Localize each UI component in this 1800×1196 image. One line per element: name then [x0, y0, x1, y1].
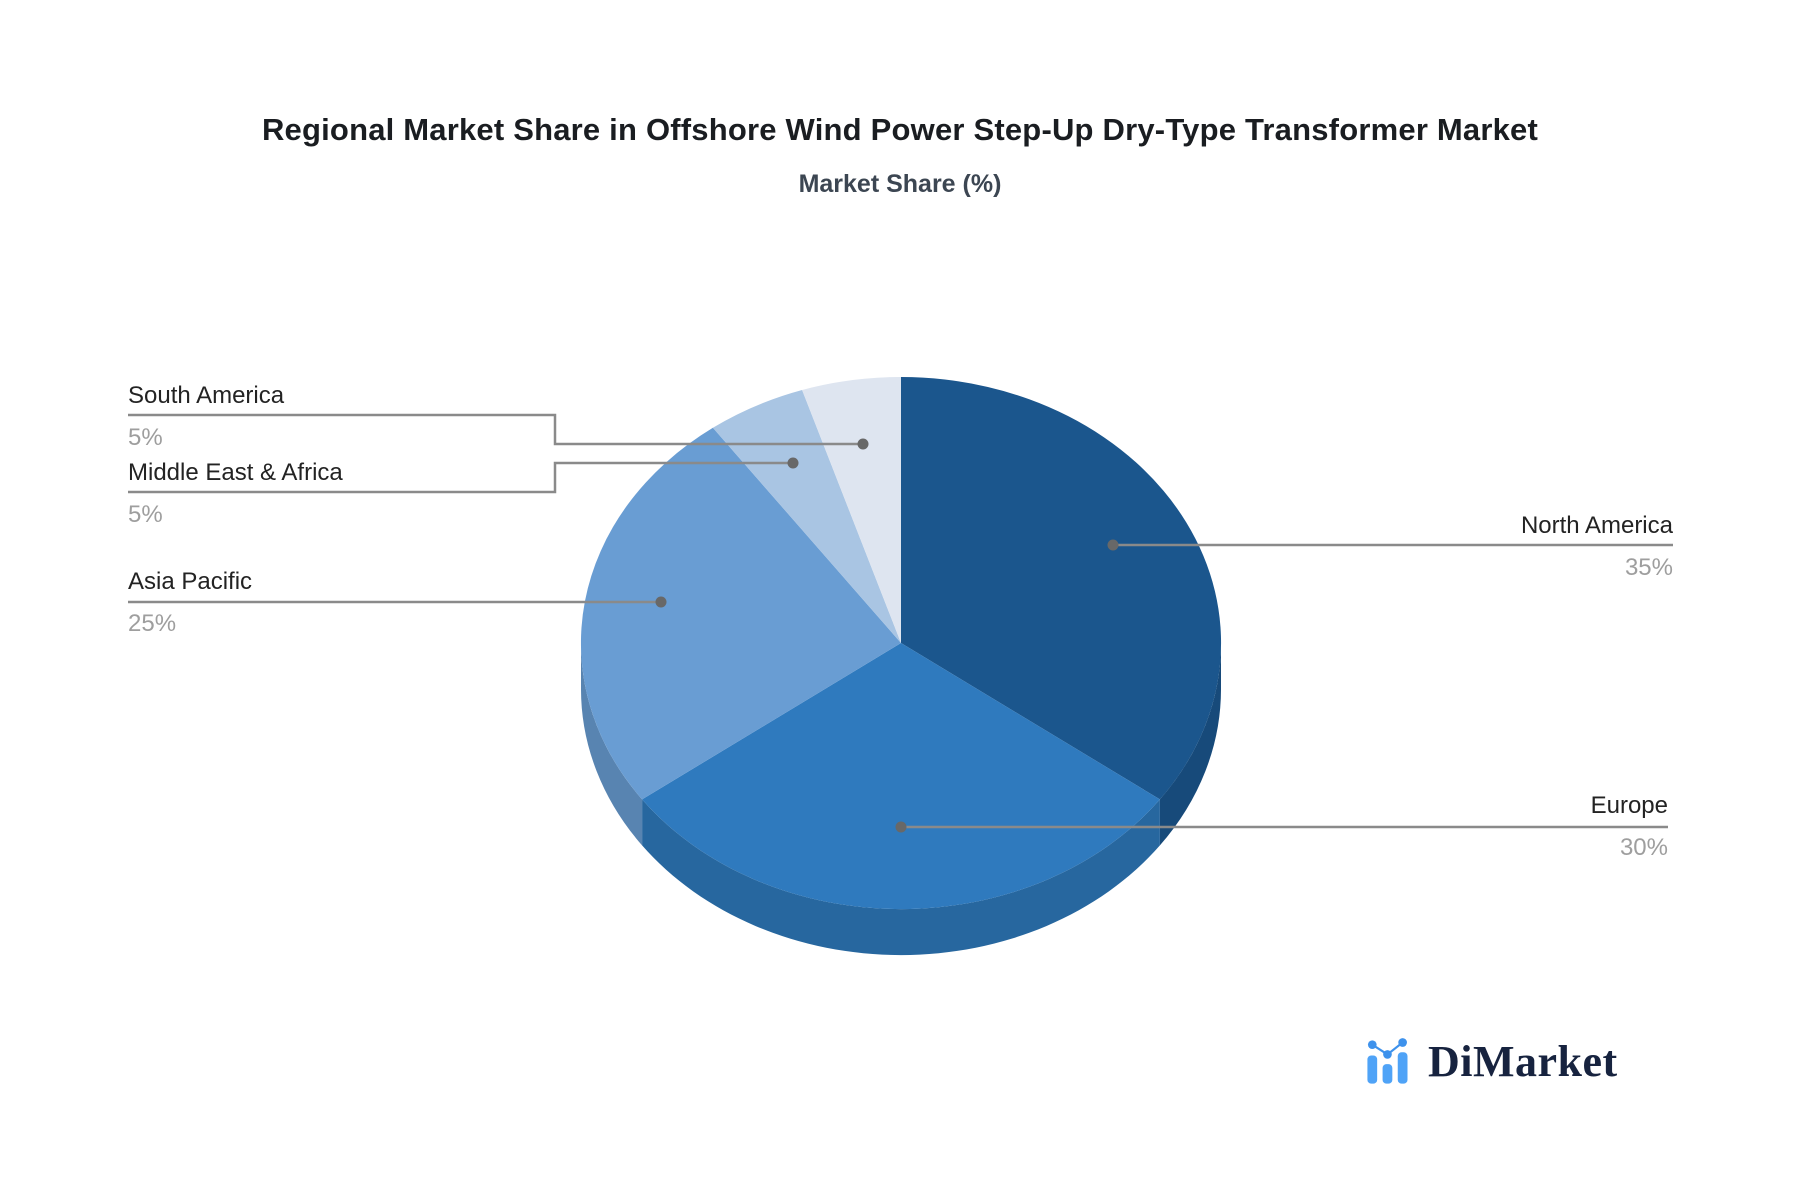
leader-line	[128, 413, 863, 446]
pie-slice-side	[1159, 643, 1222, 846]
pie-slice-north-america	[901, 377, 1222, 800]
logo-bar	[1382, 1064, 1393, 1084]
logo-trend-dot	[1398, 1038, 1407, 1047]
slice-value: 30%	[1619, 834, 1668, 861]
logo-bar	[1397, 1052, 1408, 1084]
slice-label-block-south-america: South America 5%	[128, 382, 284, 452]
logo-trend-dot	[1383, 1050, 1392, 1059]
slice-label: South America	[128, 382, 285, 409]
leader-dot	[787, 457, 799, 469]
leader-dot	[655, 596, 667, 608]
slice-label: Middle East & Africa	[128, 459, 343, 486]
slice-label-block-europe: Europe 30%	[1591, 792, 1668, 862]
slice-value: 35%	[1624, 554, 1673, 581]
leader-dot	[1107, 539, 1119, 551]
chart-title: Regional Market Share in Offshore Wind P…	[261, 112, 1539, 147]
slice-label-block-asia-pacific: Asia Pacific 25%	[128, 568, 252, 638]
leader-dot	[857, 438, 869, 450]
slice-value: 25%	[128, 610, 177, 637]
slice-value: 5%	[128, 501, 163, 528]
pie-slice-asia-pacific	[580, 427, 901, 800]
pie-slice-side	[642, 799, 1160, 956]
pie-slice-europe	[642, 643, 1160, 910]
logo-text: DiMarket	[1428, 1037, 1618, 1086]
slice-value: 5%	[128, 424, 163, 451]
slice-label-block-north-america: North America 35%	[1521, 512, 1673, 582]
logo-bar	[1367, 1055, 1378, 1084]
leader-line	[128, 461, 793, 494]
leader-dot	[895, 821, 907, 833]
logo: DiMarket	[1362, 1036, 1618, 1088]
bar-chart-with-trendline-icon	[1367, 1038, 1408, 1084]
slice-label-block-middle-east-africa: Middle East & Africa 5%	[128, 459, 343, 529]
pie-slice-side	[581, 643, 643, 846]
slice-label: Europe	[1590, 792, 1668, 819]
slice-label: North America	[1520, 512, 1673, 539]
pie-slice-middle-east-africa	[712, 390, 901, 643]
logo-trend-dot	[1367, 1040, 1377, 1049]
slice-label: Asia Pacific	[128, 568, 253, 595]
chart-subtitle: Market Share (%)	[798, 170, 1002, 198]
